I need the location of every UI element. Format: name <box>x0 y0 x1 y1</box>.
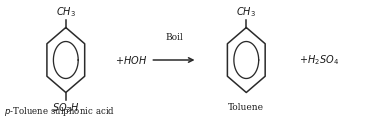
Text: Toluene: Toluene <box>228 102 264 112</box>
Text: Boil: Boil <box>165 34 183 42</box>
Text: $\mathit{CH_3}$: $\mathit{CH_3}$ <box>237 5 256 19</box>
Text: $\mathit{CH_3}$: $\mathit{CH_3}$ <box>56 5 76 19</box>
Text: $\mathit{p}$-Toluene sulphonic acid: $\mathit{p}$-Toluene sulphonic acid <box>4 105 115 118</box>
Text: $\mathit{+H_2SO_4}$: $\mathit{+H_2SO_4}$ <box>299 53 339 67</box>
Text: $\mathit{+HOH}$: $\mathit{+HOH}$ <box>115 54 147 66</box>
Text: $\mathit{SO_3H}$: $\mathit{SO_3H}$ <box>52 101 80 115</box>
